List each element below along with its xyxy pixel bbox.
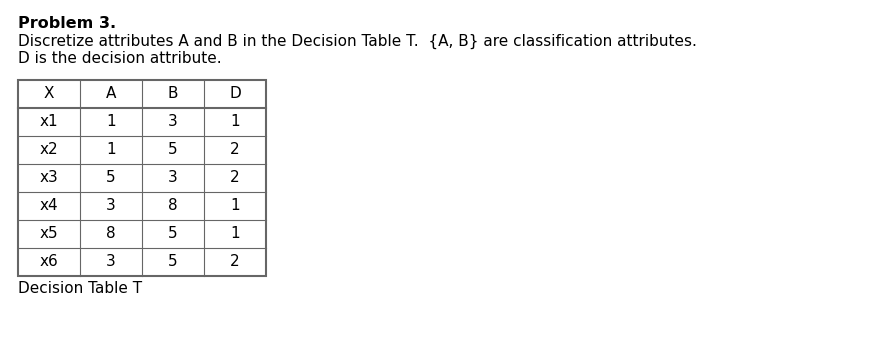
Text: 8: 8 bbox=[168, 198, 178, 214]
Text: 5: 5 bbox=[106, 170, 116, 186]
Text: x5: x5 bbox=[40, 226, 58, 241]
Text: 1: 1 bbox=[230, 115, 240, 130]
Text: 1: 1 bbox=[106, 142, 116, 158]
Text: x4: x4 bbox=[40, 198, 58, 214]
Text: 3: 3 bbox=[106, 198, 116, 214]
Text: 2: 2 bbox=[230, 170, 240, 186]
Text: x2: x2 bbox=[40, 142, 58, 158]
Text: 2: 2 bbox=[230, 254, 240, 269]
Text: x6: x6 bbox=[40, 254, 58, 269]
Text: Problem 3.: Problem 3. bbox=[18, 16, 116, 31]
Text: 2: 2 bbox=[230, 142, 240, 158]
Text: A: A bbox=[106, 87, 116, 102]
Text: 8: 8 bbox=[106, 226, 116, 241]
Text: 5: 5 bbox=[168, 142, 178, 158]
Text: 3: 3 bbox=[168, 115, 178, 130]
Text: 3: 3 bbox=[106, 254, 116, 269]
Text: 5: 5 bbox=[168, 254, 178, 269]
Text: Decision Table T: Decision Table T bbox=[18, 281, 142, 296]
Text: 3: 3 bbox=[168, 170, 178, 186]
Text: x3: x3 bbox=[40, 170, 58, 186]
Text: D: D bbox=[229, 87, 241, 102]
Text: Discretize attributes A and B in the Decision Table T.  {A, B} are classificatio: Discretize attributes A and B in the Dec… bbox=[18, 34, 696, 49]
Text: x1: x1 bbox=[40, 115, 58, 130]
Text: D is the decision attribute.: D is the decision attribute. bbox=[18, 51, 221, 66]
Text: 1: 1 bbox=[106, 115, 116, 130]
Text: 1: 1 bbox=[230, 226, 240, 241]
Bar bbox=[18, 80, 266, 276]
Text: X: X bbox=[43, 87, 54, 102]
Text: 5: 5 bbox=[168, 226, 178, 241]
Text: 1: 1 bbox=[230, 198, 240, 214]
Text: B: B bbox=[168, 87, 178, 102]
